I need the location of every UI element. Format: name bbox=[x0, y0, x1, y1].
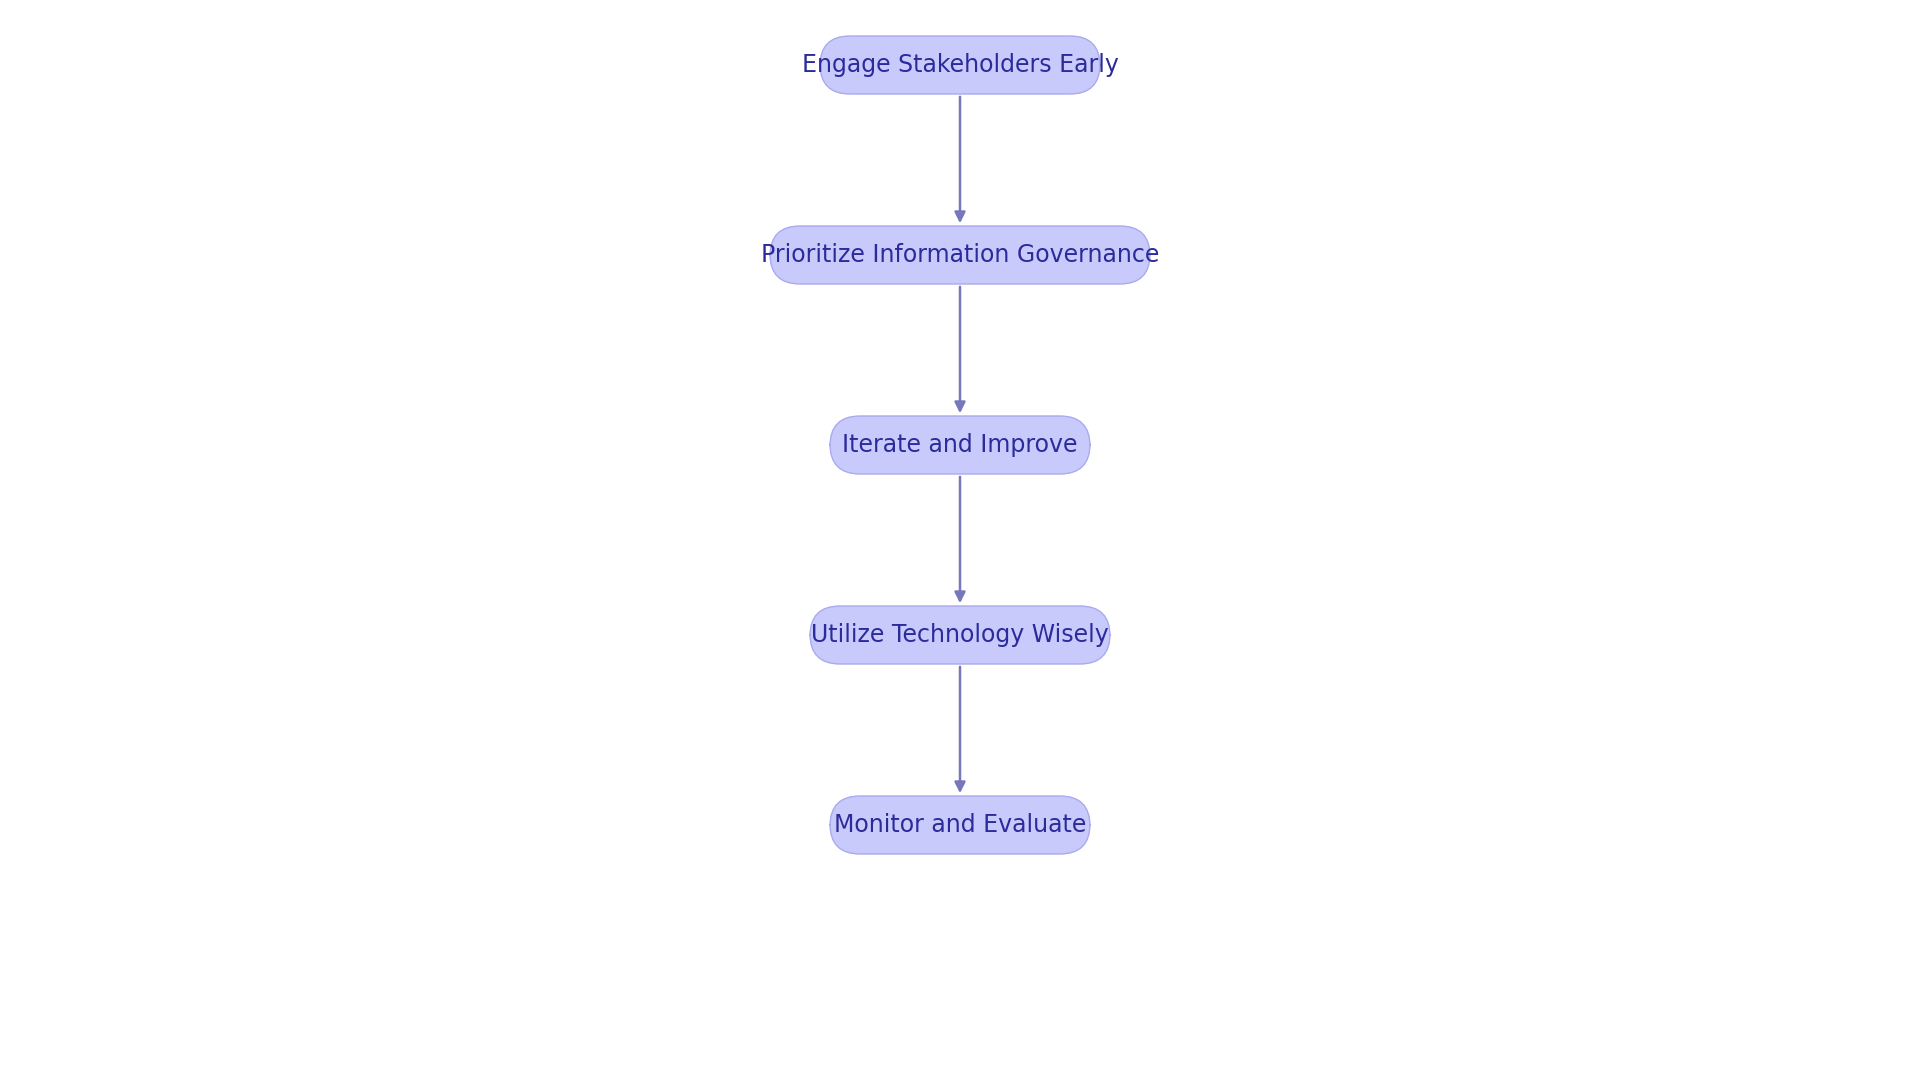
FancyBboxPatch shape bbox=[820, 36, 1100, 94]
Text: Engage Stakeholders Early: Engage Stakeholders Early bbox=[801, 53, 1119, 77]
FancyBboxPatch shape bbox=[810, 606, 1110, 664]
Text: Utilize Technology Wisely: Utilize Technology Wisely bbox=[810, 623, 1110, 647]
Text: Monitor and Evaluate: Monitor and Evaluate bbox=[833, 813, 1087, 837]
FancyBboxPatch shape bbox=[829, 796, 1091, 854]
FancyBboxPatch shape bbox=[770, 226, 1150, 284]
FancyBboxPatch shape bbox=[829, 416, 1091, 474]
Text: Iterate and Improve: Iterate and Improve bbox=[843, 433, 1077, 457]
Text: Prioritize Information Governance: Prioritize Information Governance bbox=[760, 243, 1160, 268]
